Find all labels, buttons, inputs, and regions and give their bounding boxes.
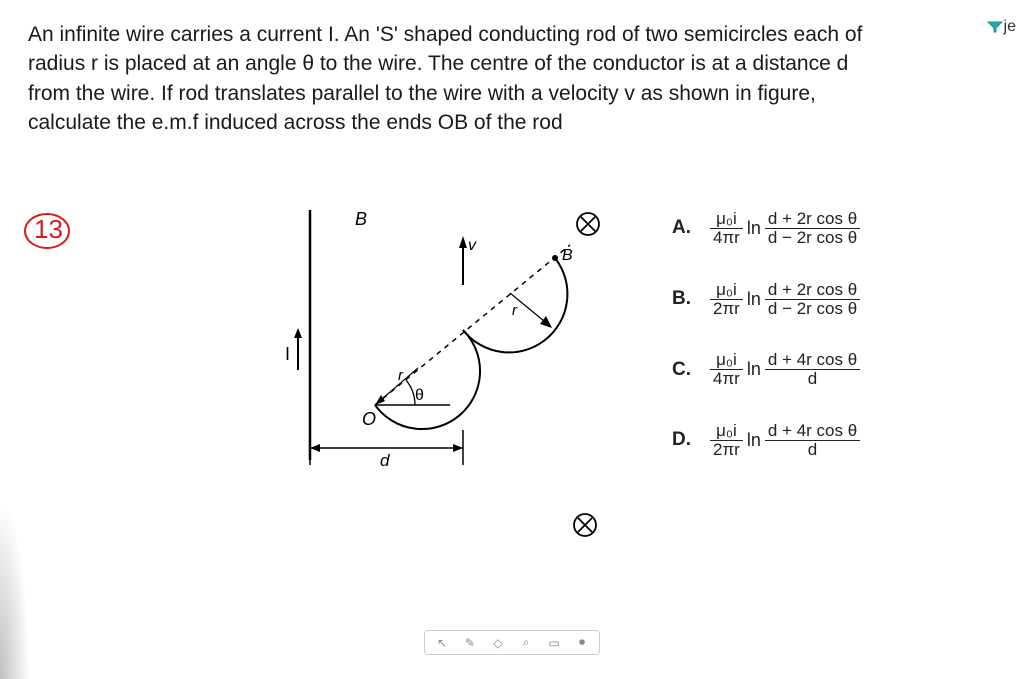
label-v: v [468,237,477,254]
ln-text: ln [747,430,761,451]
label-I: I [285,344,290,364]
option-letter: B. [672,288,696,310]
options-list: A. μ₀i 4πr ln d + 2r cos θ d − 2r cos θ … [672,210,1012,493]
cursor-icon[interactable]: ↖ [435,636,449,650]
corner-badge: je [986,18,1016,36]
option-letter: C. [672,359,696,381]
rect-icon[interactable]: ▭ [547,636,561,650]
option-C[interactable]: C. μ₀i 4πr ln d + 4r cos θ d [672,351,1012,388]
arg-frac: d + 2r cos θ d − 2r cos θ [765,210,860,247]
question-text: An infinite wire carries a current I. An… [28,20,888,138]
eraser-icon[interactable]: ◇ [491,636,505,650]
ln-text: ln [747,289,761,310]
shadow-decoration [0,499,30,679]
label-B-left: B [355,209,367,229]
option-letter: D. [672,429,696,451]
ln-text: ln [747,218,761,239]
question-number-badge: 13 [22,210,72,250]
label-O: O [362,409,376,429]
funnel-icon [986,20,1004,34]
diagram-svg: I v B r r θ O B [250,200,630,500]
question-number: 13 [34,214,63,245]
coeff-frac: μ₀i 4πr [710,351,743,388]
label-B-right: B [562,247,573,264]
record-icon[interactable]: ⏺ [575,635,589,650]
coeff-frac: μ₀i 4πr [710,210,743,247]
ln-text: ln [747,359,761,380]
annotation-toolbar[interactable]: ↖ ✎ ◇ ⌕ ▭ ⏺ [424,630,600,655]
corner-label: je [1004,18,1016,35]
arg-frac: d + 4r cos θ d [765,351,860,388]
coeff-frac: μ₀i 2πr [710,422,743,459]
label-d: d [380,451,390,470]
magnetic-field-into-page-icon [570,510,600,540]
arg-frac: d + 2r cos θ d − 2r cos θ [765,281,860,318]
diagram: I v B r r θ O B [250,200,630,500]
option-A[interactable]: A. μ₀i 4πr ln d + 2r cos θ d − 2r cos θ [672,210,1012,247]
option-letter: A. [672,217,696,239]
arg-frac: d + 4r cos θ d [765,422,860,459]
coeff-frac: μ₀i 2πr [710,281,743,318]
option-D[interactable]: D. μ₀i 2πr ln d + 4r cos θ d [672,422,1012,459]
option-B[interactable]: B. μ₀i 2πr ln d + 2r cos θ d − 2r cos θ [672,281,1012,318]
label-r-upper: r [512,302,518,319]
search-icon[interactable]: ⌕ [519,635,533,650]
pen-icon[interactable]: ✎ [463,636,477,650]
label-theta: θ [415,387,424,404]
